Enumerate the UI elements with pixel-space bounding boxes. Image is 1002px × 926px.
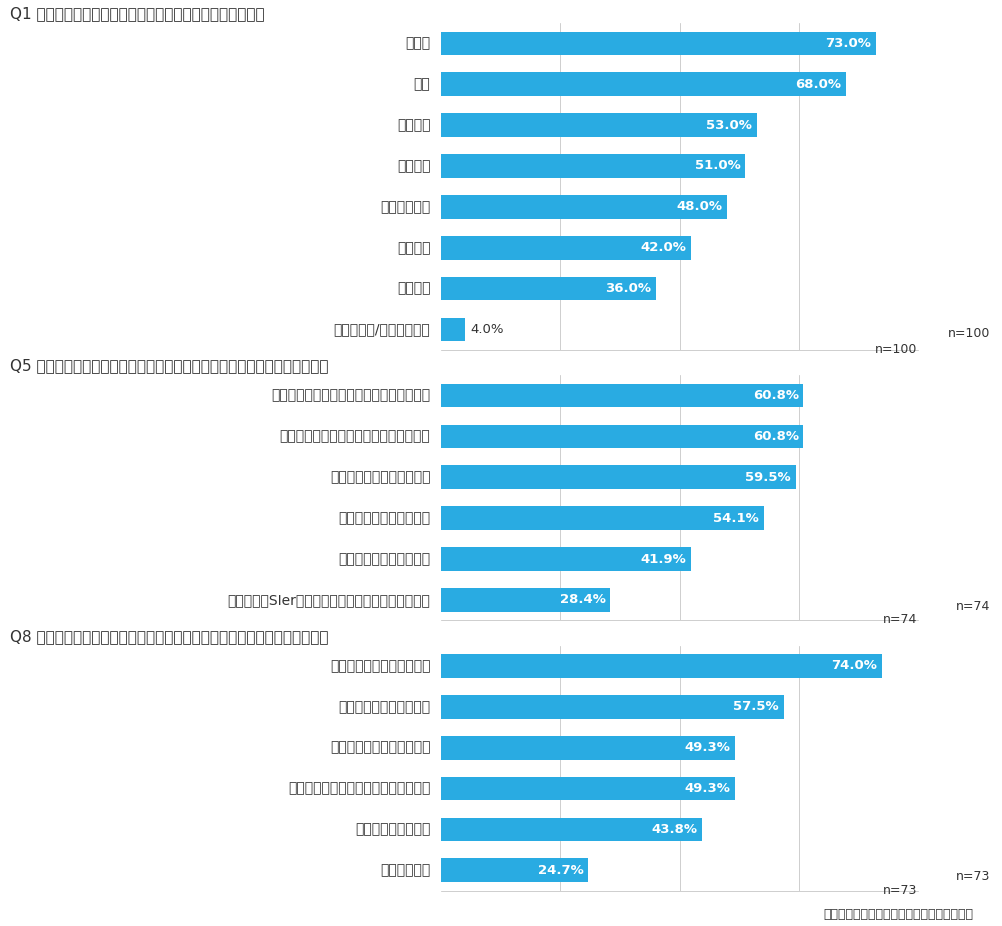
Text: 導入準備に手間がかかった: 導入準備に手間がかかった	[330, 470, 430, 484]
Text: 54.1%: 54.1%	[712, 512, 758, 525]
Text: n=73: n=73	[883, 883, 917, 897]
Text: 49.3%: 49.3%	[683, 782, 729, 795]
Text: 43.8%: 43.8%	[650, 823, 696, 836]
Text: 73.0%: 73.0%	[825, 37, 871, 50]
Text: 専門人材が不足していた: 専門人材が不足していた	[338, 552, 430, 566]
Text: 出典：プログレス・ソフトウェア・ジャパン: 出典：プログレス・ソフトウェア・ジャパン	[822, 907, 972, 921]
Text: 適切なハードウェア環境が必要になる: 適切なハードウェア環境が必要になる	[288, 782, 430, 795]
Bar	[441, 547, 690, 570]
Bar	[441, 383, 803, 407]
Bar	[441, 818, 701, 842]
Text: 59.5%: 59.5%	[744, 470, 791, 483]
Bar	[441, 588, 610, 612]
Text: 運用負荷: 運用負荷	[397, 241, 430, 255]
Text: Q1 ネットワーク監視ツールを選んだポイント（複数回答）: Q1 ネットワーク監視ツールを選んだポイント（複数回答）	[10, 6, 265, 21]
Text: 53.0%: 53.0%	[705, 119, 752, 131]
Text: 専門人材が不足している: 専門人材が不足している	[338, 700, 430, 714]
Text: 操作が難しい: 操作が難しい	[380, 863, 430, 877]
Text: 24.7%: 24.7%	[537, 864, 583, 877]
Text: 42.0%: 42.0%	[640, 242, 686, 255]
Text: 68.0%: 68.0%	[795, 78, 841, 91]
Text: 追加のコストがかかった: 追加のコストがかかった	[338, 511, 430, 525]
Text: n=73: n=73	[955, 870, 989, 883]
Text: 57.5%: 57.5%	[732, 700, 779, 713]
Bar	[441, 72, 846, 96]
Text: インストールやセットアップが難しかった: インストールやセットアップが難しかった	[271, 389, 430, 403]
Text: 導入実績: 導入実績	[397, 159, 430, 173]
Bar	[441, 318, 465, 342]
Text: 4.0%: 4.0%	[469, 323, 503, 336]
Bar	[441, 654, 881, 678]
Text: 74.0%: 74.0%	[831, 659, 877, 672]
Text: n=74: n=74	[883, 613, 917, 627]
Text: コスト: コスト	[405, 36, 430, 50]
Bar	[441, 736, 734, 759]
Text: 36.0%: 36.0%	[604, 282, 650, 295]
Bar	[441, 858, 588, 882]
Text: Q5 ネットワーク監視ツールの導入において苦労を感じた工程（複数回答）: Q5 ネットワーク監視ツールの導入において苦労を感じた工程（複数回答）	[10, 358, 329, 373]
Text: 51.0%: 51.0%	[693, 159, 739, 172]
Text: 手間や時間が膨大にかかる: 手間や時間が膨大にかかる	[330, 741, 430, 755]
Text: わからない/答えられない: わからない/答えられない	[334, 322, 430, 336]
Text: スケジュール通りに導入が進まなかった: スケジュール通りに導入が進まなかった	[280, 430, 430, 444]
Bar	[441, 277, 655, 300]
Bar	[441, 113, 757, 137]
Text: 監視範囲: 監視範囲	[397, 119, 430, 132]
Bar	[441, 424, 803, 448]
Bar	[441, 777, 734, 800]
Text: サポート: サポート	[397, 282, 430, 295]
Text: 60.8%: 60.8%	[752, 430, 798, 443]
Text: n=100: n=100	[947, 327, 989, 340]
Text: 41.9%: 41.9%	[639, 553, 685, 566]
Text: 導入の容易さ: 導入の容易さ	[380, 200, 430, 214]
Bar	[441, 31, 875, 56]
Text: ベンダー、SIerとのコミュニケーションに苦労した: ベンダー、SIerとのコミュニケーションに苦労した	[227, 593, 430, 607]
Text: Q8 ネットワーク監視ツールの運用において苦労を感じた理由（複数回答）: Q8 ネットワーク監視ツールの運用において苦労を感じた理由（複数回答）	[10, 629, 329, 644]
Bar	[441, 466, 795, 489]
Text: n=74: n=74	[955, 600, 989, 613]
Text: n=100: n=100	[875, 343, 917, 356]
Text: 運用コストがかかる: 運用コストがかかる	[355, 822, 430, 836]
Bar	[441, 154, 744, 178]
Bar	[441, 695, 783, 719]
Text: セキュリティリスクがある: セキュリティリスクがある	[330, 659, 430, 673]
Bar	[441, 195, 726, 219]
Bar	[441, 507, 763, 530]
Text: 60.8%: 60.8%	[752, 389, 798, 402]
Text: 48.0%: 48.0%	[675, 200, 721, 213]
Text: 機能: 機能	[413, 77, 430, 92]
Text: 49.3%: 49.3%	[683, 741, 729, 754]
Bar	[441, 236, 690, 259]
Text: 28.4%: 28.4%	[559, 594, 605, 607]
